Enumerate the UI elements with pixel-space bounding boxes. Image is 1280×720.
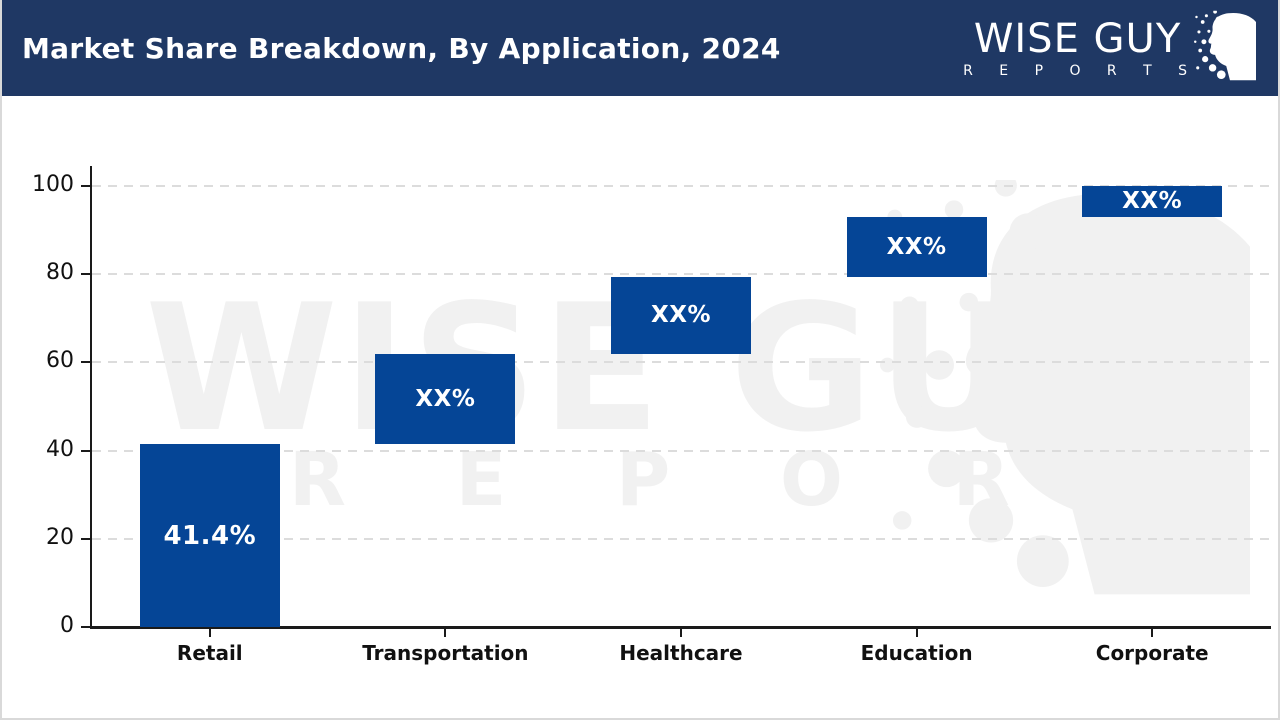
bar-transportation: XX% (375, 353, 516, 445)
y-tick-0 (81, 626, 90, 628)
x-tick-healthcare (680, 629, 682, 637)
y-tick-100 (81, 185, 90, 187)
x-tick-label-education: Education (860, 641, 973, 665)
bar-education: XX% (846, 216, 987, 277)
y-tick-40 (81, 449, 90, 452)
gridline-100 (92, 185, 1270, 187)
x-tick-label-corporate: Corporate (1095, 641, 1209, 665)
logo-face-icon (1194, 10, 1256, 86)
bar-value-label-transportation: XX% (415, 386, 476, 412)
bar-healthcare: XX% (611, 276, 751, 354)
y-tick-label-40: 40 (46, 436, 74, 462)
x-axis-line (90, 626, 1271, 629)
x-tick-label-transportation: Transportation (362, 641, 529, 665)
bar-value-label-education: XX% (886, 233, 947, 260)
x-tick-education (915, 629, 918, 637)
x-tick-retail (208, 629, 211, 637)
bar-value-label-healthcare: XX% (650, 302, 711, 329)
gridline-20 (92, 537, 1270, 540)
header-bar: Market Share Breakdown, By Application, … (2, 0, 1278, 96)
y-tick-label-20: 20 (46, 524, 74, 550)
logo-text: WISE GUY R E P O R T S (957, 19, 1198, 78)
gridline-60 (92, 361, 1270, 364)
wise-guy-reports-logo: WISE GUY R E P O R T S (957, 10, 1256, 86)
logo-wordmark: WISE GUY (973, 15, 1182, 62)
x-tick-label-healthcare: Healthcare (619, 641, 743, 665)
y-tick-label-60: 60 (46, 348, 74, 374)
y-tick-label-100: 100 (32, 172, 74, 197)
bar-value-label-retail: 41.4% (163, 520, 257, 551)
page-title: Market Share Breakdown, By Application, … (22, 31, 781, 65)
gridline-40 (92, 449, 1270, 452)
bar-corporate: XX% (1082, 186, 1223, 217)
x-tick-transportation (444, 629, 447, 637)
bar-retail: 41.4% (139, 444, 280, 627)
y-tick-label-80: 80 (46, 260, 74, 286)
x-tick-corporate (1151, 629, 1154, 637)
y-tick-60 (81, 361, 90, 364)
bar-value-label-corporate: XX% (1122, 188, 1183, 215)
y-axis-line (90, 166, 92, 628)
x-tick-label-retail: Retail (176, 641, 243, 665)
y-tick-20 (81, 537, 90, 540)
gridline-80 (92, 273, 1270, 276)
y-tick-label-0: 0 (60, 613, 74, 638)
y-tick-80 (81, 273, 90, 276)
logo-subtitle: R E P O R T S (963, 62, 1198, 79)
